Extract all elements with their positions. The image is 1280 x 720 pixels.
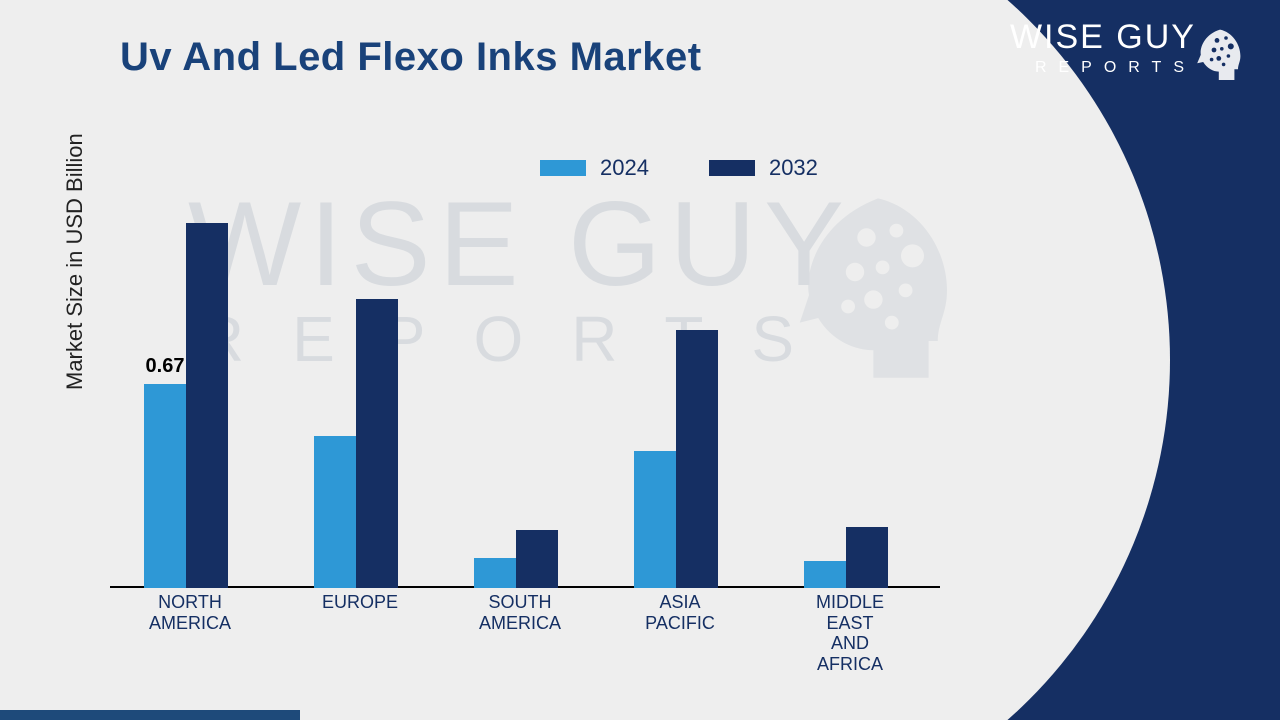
category-label: EUROPE — [290, 592, 430, 613]
bar-chart: 0.67 — [110, 200, 940, 588]
brand-line1: WISE GUY — [990, 20, 1196, 56]
legend-item-2032: 2032 — [709, 155, 818, 181]
legend-label-2024: 2024 — [600, 155, 649, 181]
bar — [144, 384, 186, 588]
legend-swatch-2032 — [709, 160, 755, 176]
bar — [474, 558, 516, 588]
category-label: NORTH AMERICA — [120, 592, 260, 633]
legend-label-2032: 2032 — [769, 155, 818, 181]
legend: 2024 2032 — [540, 155, 818, 181]
bar — [676, 330, 718, 588]
bar — [634, 451, 676, 588]
category-labels: NORTH AMERICA EUROPE SOUTH AMERICA ASIA PAC… — [110, 592, 940, 702]
bar — [356, 299, 398, 588]
category-label: SOUTH AMERICA — [450, 592, 590, 633]
bar — [846, 527, 888, 588]
y-axis-label: Market Size in USD Billion — [62, 133, 88, 390]
category-label: MIDDLE EAST AND AFRICA — [780, 592, 920, 675]
bar — [186, 223, 228, 588]
legend-item-2024: 2024 — [540, 155, 649, 181]
bar — [516, 530, 558, 588]
page-title: Uv And Led Flexo Inks Market — [120, 35, 702, 80]
category-label: ASIA PACIFIC — [610, 592, 750, 633]
brand-line2: REPORTS — [990, 58, 1196, 77]
brand-logo: WISE GUY REPORTS — [990, 20, 1250, 77]
stage: WISE GUY REPORTS Uv And Led Flexo Inks M… — [0, 0, 1280, 720]
legend-swatch-2024 — [540, 160, 586, 176]
bar — [804, 561, 846, 588]
bar-value-label: 0.67 — [134, 355, 196, 378]
bar — [314, 436, 356, 588]
footer-accent — [0, 710, 300, 720]
